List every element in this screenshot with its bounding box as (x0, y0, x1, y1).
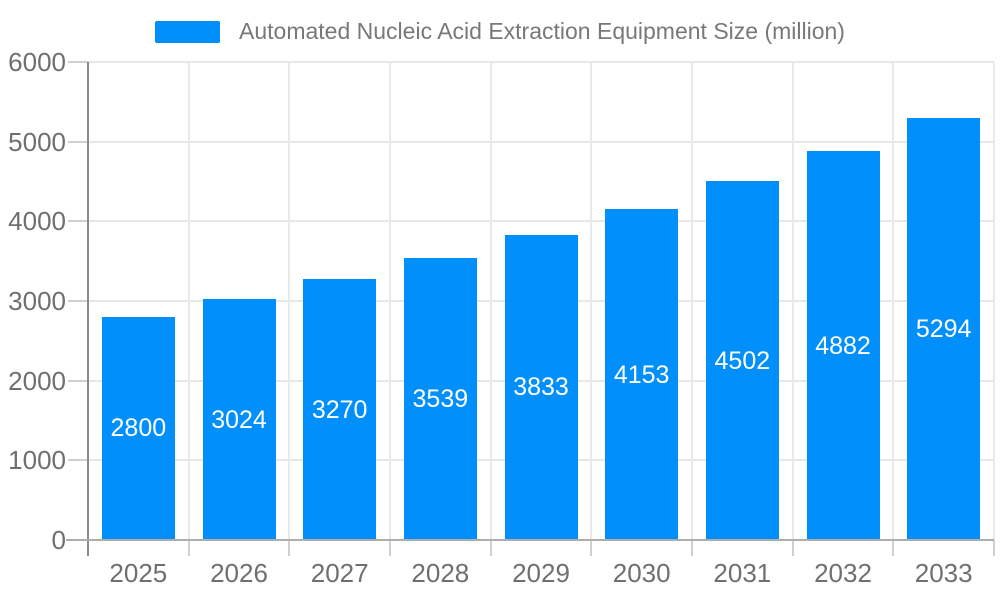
x-axis-tick (590, 540, 593, 556)
x-axis-tick (187, 540, 190, 556)
v-gridline (389, 62, 391, 540)
y-axis-tick (68, 140, 88, 143)
bar-2025[interactable] (101, 316, 175, 540)
x-axis-tick-label: 2028 (411, 558, 470, 588)
x-axis-tick (791, 540, 794, 556)
v-gridline (993, 62, 995, 540)
x-axis-line (66, 539, 994, 541)
y-axis-line (87, 62, 89, 556)
y-axis-tick-label: 4000 (8, 206, 66, 237)
h-gridline (88, 61, 994, 63)
bar-value-label: 4882 (815, 331, 871, 360)
y-axis-tick-label: 2000 (8, 365, 66, 396)
bar-value-label: 3833 (513, 373, 569, 402)
x-axis-tick-label: 2026 (210, 558, 268, 588)
y-axis-tick (68, 220, 88, 223)
x-axis-tick-label: 2029 (512, 558, 570, 588)
bar-2030[interactable] (605, 209, 679, 540)
x-axis-tick (892, 540, 895, 556)
v-gridline (288, 62, 291, 540)
y-axis-tick (68, 300, 88, 302)
x-axis-tick (288, 540, 291, 556)
x-axis-tick-label: 2030 (612, 558, 671, 588)
v-gridline (691, 62, 693, 540)
x-axis-tick-label: 2031 (713, 558, 772, 588)
bar-2033[interactable] (907, 118, 981, 540)
bar-value-label: 4153 (613, 360, 670, 389)
legend-swatch-icon (155, 20, 221, 43)
legend[interactable]: Automated Nucleic Acid Extraction Equipm… (0, 18, 1000, 45)
bar-value-label: 5294 (915, 315, 972, 344)
x-axis-tick (489, 540, 492, 556)
h-gridline (88, 220, 994, 223)
y-axis-tick (68, 459, 88, 462)
y-axis-tick-label: 6000 (8, 47, 66, 77)
y-axis-tick-label: 0 (51, 525, 66, 555)
x-axis-tick-label: 2032 (814, 558, 872, 588)
bar-value-label: 3539 (412, 385, 469, 414)
y-axis-tick-label: 5000 (8, 126, 66, 157)
y-axis-tick (68, 61, 88, 63)
x-axis-tick (993, 540, 995, 556)
bar-2026[interactable] (202, 299, 276, 540)
y-axis-tick (68, 379, 88, 382)
x-axis-tick-label: 2027 (310, 558, 369, 588)
bar-value-label: 2800 (110, 414, 167, 443)
v-gridline (892, 62, 895, 540)
x-axis-tick-label: 2025 (109, 558, 168, 588)
bar-2027[interactable] (303, 279, 377, 540)
h-gridline (88, 140, 994, 143)
v-gridline (489, 62, 492, 540)
v-gridline (791, 62, 794, 540)
y-axis-tick-label: 3000 (8, 286, 66, 316)
v-gridline (187, 62, 190, 540)
bar-value-label: 3024 (211, 405, 267, 434)
x-axis-tick (691, 540, 693, 556)
bar-2028[interactable] (403, 258, 477, 540)
bar-2031[interactable] (705, 181, 779, 540)
bar-value-label: 4502 (714, 346, 771, 375)
v-gridline (590, 62, 593, 540)
bar-2029[interactable] (504, 234, 578, 540)
y-axis-tick-label: 1000 (8, 445, 66, 476)
x-axis-tick-label: 2033 (914, 558, 973, 588)
legend-label: Automated Nucleic Acid Extraction Equipm… (239, 18, 845, 44)
bar-2032[interactable] (806, 151, 880, 540)
bar-value-label: 3270 (311, 395, 368, 424)
x-axis-tick (389, 540, 391, 556)
